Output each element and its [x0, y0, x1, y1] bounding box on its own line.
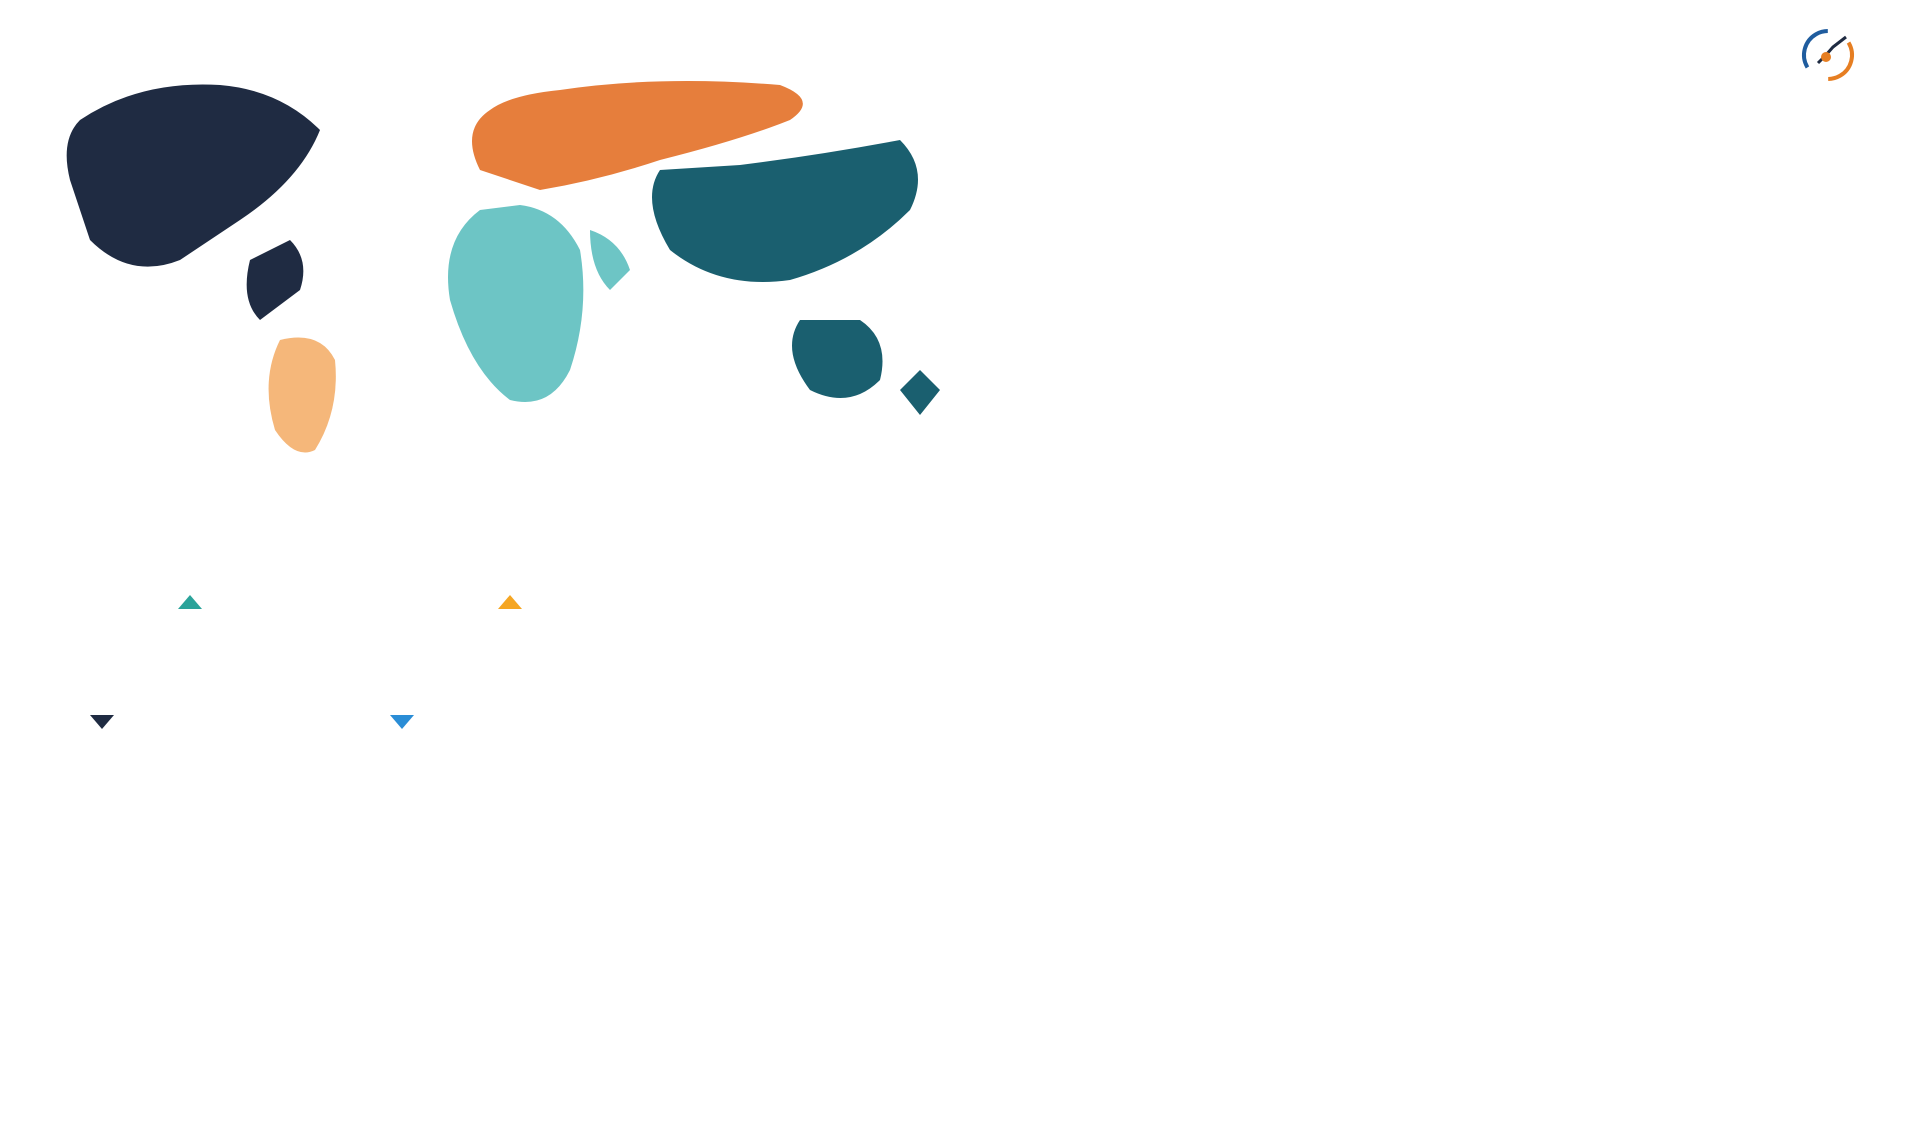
world-map [40, 60, 960, 480]
timeline [40, 530, 640, 630]
bar-chart [1000, 60, 1880, 480]
